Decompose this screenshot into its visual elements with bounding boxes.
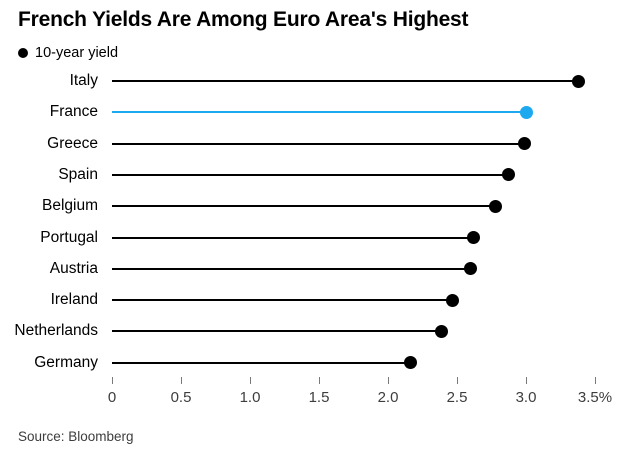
axis-tick-mark bbox=[387, 377, 389, 384]
category-label: Spain bbox=[58, 165, 98, 183]
source-note: Source: Bloomberg bbox=[18, 429, 134, 444]
lollipop-line bbox=[112, 236, 474, 239]
lollipop-dot bbox=[519, 105, 533, 119]
axis-tick-label: 1.5 bbox=[308, 389, 330, 406]
category-label: Greece bbox=[47, 134, 98, 152]
chart-title: French Yields Are Among Euro Area's High… bbox=[18, 8, 469, 31]
axis-tick-mark bbox=[111, 377, 113, 384]
lollipop-line bbox=[112, 361, 411, 364]
category-label: Belgium bbox=[42, 197, 98, 215]
category-label: Austria bbox=[49, 259, 98, 277]
axis-tick-label: 3.0 bbox=[515, 389, 537, 406]
category-label: Italy bbox=[69, 72, 98, 89]
category-label: Netherlands bbox=[14, 322, 98, 340]
lollipop-line bbox=[112, 111, 526, 114]
lollipop-dot bbox=[518, 137, 532, 151]
legend: 10-year yield bbox=[18, 45, 118, 61]
lollipop-dot bbox=[571, 74, 585, 88]
axis-tick-label: 3.5% bbox=[577, 389, 613, 406]
lollipop-line bbox=[112, 205, 496, 208]
lollipop-line bbox=[112, 330, 442, 333]
axis-tick-mark bbox=[180, 377, 182, 384]
legend-dot-icon bbox=[18, 48, 28, 58]
axis-tick-label: 0 bbox=[107, 389, 117, 406]
lollipop-dot bbox=[403, 356, 417, 370]
lollipop-line bbox=[112, 299, 453, 302]
lollipop-dot bbox=[501, 168, 515, 182]
lollipop-dot bbox=[467, 231, 481, 244]
axis-tick-label: 2.5 bbox=[446, 389, 468, 406]
category-label: Portugal bbox=[40, 228, 98, 246]
axis-tick-mark bbox=[318, 377, 320, 384]
axis-tick-mark bbox=[456, 377, 458, 384]
lollipop-line bbox=[112, 173, 509, 176]
lollipop-line bbox=[112, 142, 525, 145]
lollipop-line bbox=[112, 267, 471, 270]
legend-label: 10-year yield bbox=[35, 45, 119, 61]
category-label: France bbox=[49, 103, 98, 121]
lollipop-dot bbox=[435, 324, 449, 338]
axis-tick-mark bbox=[594, 377, 596, 384]
category-label: Ireland bbox=[50, 291, 98, 309]
lollipop-line bbox=[112, 80, 579, 82]
lollipop-dot bbox=[446, 293, 460, 307]
axis-tick-label: 0.5 bbox=[170, 389, 192, 406]
axis-tick-label: 2.0 bbox=[377, 389, 399, 406]
lollipop-dot bbox=[489, 199, 503, 213]
axis-tick-label: 1.0 bbox=[239, 389, 261, 406]
axis-tick-mark bbox=[525, 377, 527, 384]
category-label: Germany bbox=[34, 353, 98, 371]
axis-tick-mark bbox=[249, 377, 251, 384]
lollipop-dot bbox=[464, 262, 478, 276]
